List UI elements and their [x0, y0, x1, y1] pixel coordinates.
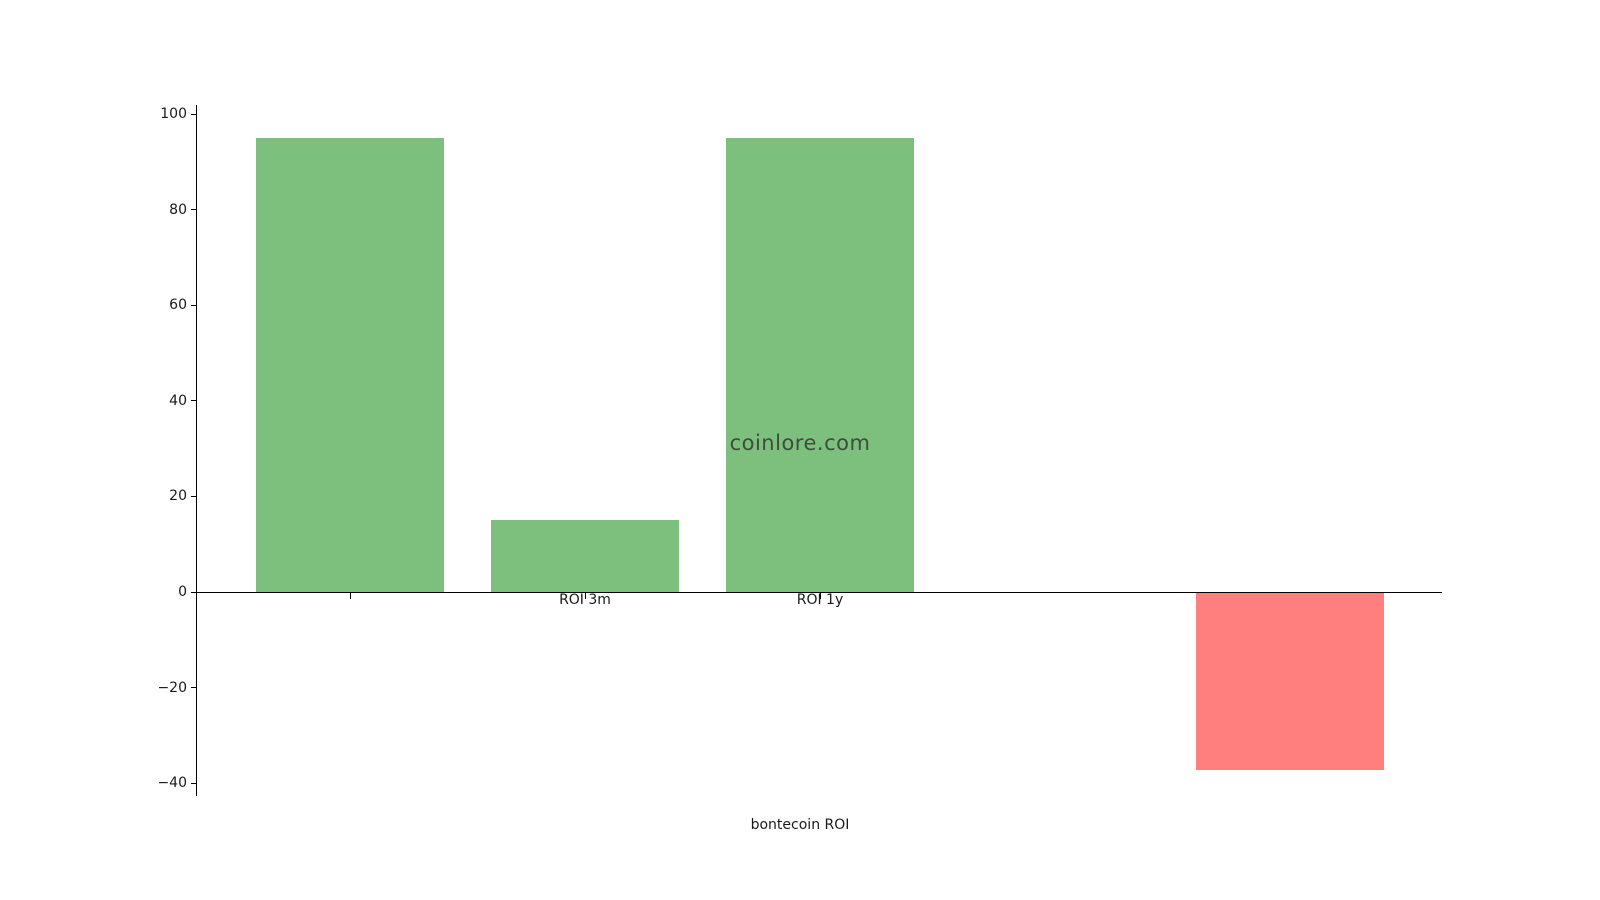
y-tick-mark — [191, 209, 196, 211]
y-tick-mark — [191, 591, 196, 593]
y-tick-label: 0 — [178, 584, 187, 600]
bar-positive — [491, 520, 679, 592]
y-tick-label: 20 — [169, 488, 187, 505]
y-axis-spine — [196, 105, 197, 796]
x-tick-mark — [819, 592, 821, 599]
bar-positive — [256, 137, 444, 592]
watermark-text: coinlore.com — [729, 431, 871, 455]
y-tick-label: 80 — [169, 201, 187, 218]
x-axis-zero-line — [196, 592, 1442, 593]
x-tick-mark — [584, 592, 586, 599]
bar-positive — [726, 137, 914, 592]
y-tick-label: 60 — [169, 297, 187, 314]
y-tick-label: −20 — [157, 679, 187, 696]
y-tick-mark — [191, 782, 196, 784]
y-tick-label: 40 — [169, 392, 187, 409]
y-tick-mark — [191, 113, 196, 115]
y-tick-label: −40 — [157, 775, 187, 792]
y-tick-mark — [191, 304, 196, 306]
y-tick-mark — [191, 400, 196, 402]
x-tick-label: ROI 3m — [559, 592, 611, 608]
y-tick-label: 100 — [160, 106, 187, 122]
y-tick-mark — [191, 495, 196, 497]
bar-negative — [1196, 593, 1384, 770]
chart-title: bontecoin ROI — [750, 817, 850, 833]
x-tick-mark — [349, 592, 351, 599]
y-tick-mark — [191, 687, 196, 689]
x-tick-label: ROI 1y — [796, 592, 844, 608]
